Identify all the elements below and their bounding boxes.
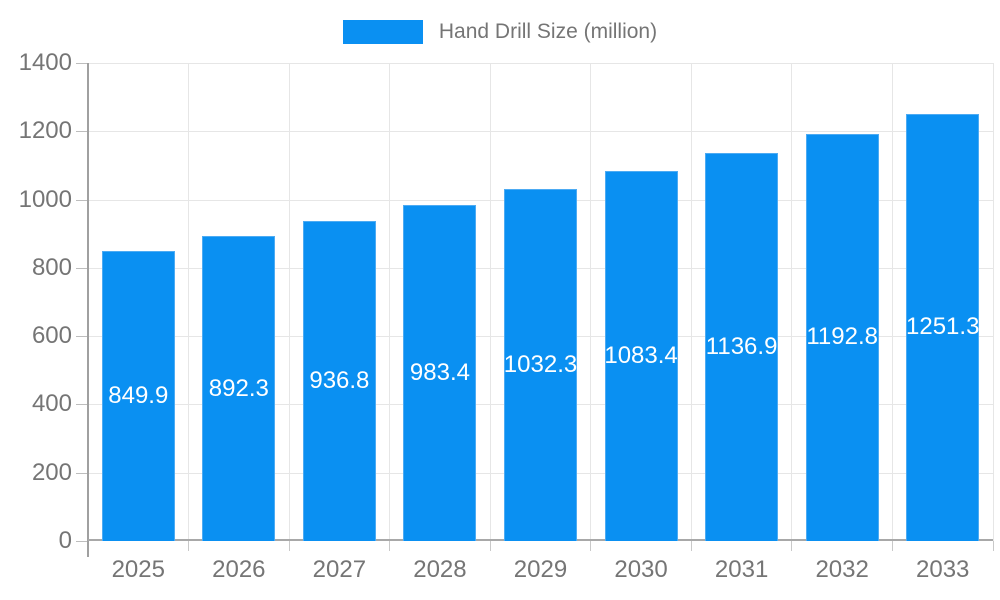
y-axis-tick [76,63,88,64]
y-axis-label: 600 [31,322,72,350]
x-gridline [188,63,190,541]
x-gridline [389,63,391,541]
y-axis-tick [76,199,88,201]
x-axis-label: 2031 [714,556,769,583]
x-axis-label: 2025 [111,556,165,583]
y-axis-label: 200 [31,458,72,486]
legend-label: Hand Drill Size (million) [438,20,658,43]
x-axis-tick [288,541,290,551]
legend[interactable]: Hand Drill Size (million) [0,18,1000,46]
legend-swatch-icon [342,20,423,44]
x-gridline [791,63,793,541]
bar[interactable] [504,188,577,541]
x-gridline [891,63,893,541]
x-gridline [489,63,491,541]
y-axis-label: 1200 [18,117,72,145]
plot-area: 0 200 400 600 800 1000 1200 1400 849.9 2025 892.3 2… [19,51,994,582]
x-axis-tick [992,541,994,551]
x-axis-tick [690,541,692,551]
bar-value-label: 1032.3 [503,350,578,378]
x-axis-tick [791,541,793,551]
x-gridline [590,63,592,541]
x-axis-label: 2029 [513,556,568,583]
x-axis-tick [891,541,893,551]
bar-value-label: 1083.4 [604,342,678,370]
y-axis-label: 800 [31,253,72,281]
bar-value-label: 1251.3 [906,313,980,341]
y-axis-tick [76,131,88,133]
bar-value-label: 849.9 [108,381,169,409]
x-axis-label: 2030 [614,556,668,583]
x-axis-tick [489,541,491,551]
bar-value-label: 936.8 [309,367,370,395]
x-axis-label: 2033 [916,556,970,583]
bar[interactable] [302,221,376,541]
x-gridline [992,63,994,541]
x-axis-label: 2028 [413,556,467,583]
y-axis-label: 1000 [18,185,72,213]
y-axis-tick [76,267,88,269]
y-axis-line [87,63,89,557]
bar[interactable] [906,113,980,541]
bar[interactable] [604,171,678,541]
bar[interactable] [101,250,175,541]
bar[interactable] [705,152,779,541]
bar-value-label: 983.4 [409,359,470,387]
y-axis-label: 1400 [18,49,72,76]
x-axis-tick [188,541,190,551]
bar[interactable] [805,133,879,541]
y-axis-tick [76,472,88,474]
x-axis-label: 2027 [312,556,367,583]
bar-value-label: 1192.8 [806,323,878,351]
bar[interactable] [403,205,477,541]
x-axis-tick [590,541,592,551]
x-gridline [690,63,692,541]
bar-value-label: 1136.9 [705,332,778,360]
y-axis-label: 400 [31,390,72,418]
y-gridline [88,131,993,133]
x-axis-label: 2032 [815,556,869,583]
y-gridline [88,63,993,64]
x-axis-label: 2026 [212,556,266,583]
y-axis-tick [76,404,88,406]
y-axis-tick [76,541,88,542]
x-gridline [288,63,290,541]
y-axis-tick [76,336,88,338]
bar[interactable] [202,236,276,541]
x-axis-tick [389,541,391,551]
y-axis-label: 0 [58,527,72,554]
bar-value-label: 892.3 [208,374,269,402]
